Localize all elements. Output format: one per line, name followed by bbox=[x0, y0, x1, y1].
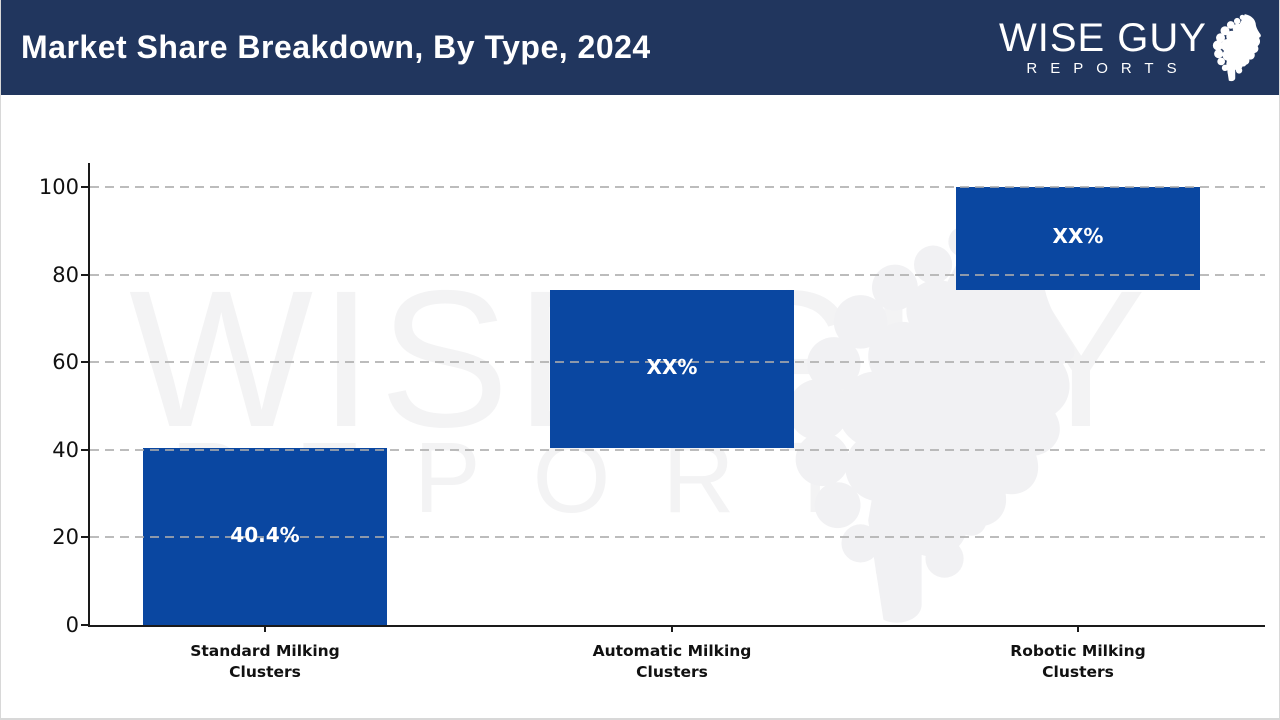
y-tick bbox=[81, 536, 89, 539]
x-category-label: Robotic Milking Clusters bbox=[1010, 642, 1146, 681]
x-tick bbox=[671, 625, 673, 632]
logo-brand-sub: REPORTS bbox=[1026, 60, 1190, 77]
bar-segment bbox=[550, 289, 794, 449]
bar-value-label: 40.4% bbox=[230, 522, 300, 547]
gridline bbox=[90, 536, 1265, 539]
y-tick-label: 60 bbox=[52, 350, 79, 375]
y-tick bbox=[81, 361, 89, 364]
logo-brand-name: WISE GUY bbox=[998, 16, 1207, 60]
wiseguy-logo-text: WISE GUY REPORTS bbox=[999, 18, 1207, 77]
x-category-label: Automatic Milking Clusters bbox=[592, 642, 752, 681]
wiseguy-logo: WISE GUY REPORTS bbox=[999, 6, 1273, 90]
gridline bbox=[90, 273, 1265, 276]
bar-value-label: XX% bbox=[646, 354, 698, 379]
y-tick-label: 100 bbox=[38, 175, 79, 199]
bar-value-label: XX% bbox=[1052, 224, 1104, 249]
x-axis-line bbox=[88, 625, 1265, 627]
y-tick bbox=[81, 448, 89, 451]
y-axis-line bbox=[88, 163, 90, 627]
x-tick bbox=[1077, 625, 1079, 632]
y-tick-label: 80 bbox=[52, 262, 79, 287]
wiseguy-head-icon bbox=[1209, 6, 1273, 90]
page-title: Market Share Breakdown, By Type, 2024 bbox=[21, 29, 651, 65]
x-tick bbox=[264, 625, 266, 632]
gridline bbox=[90, 448, 1265, 451]
y-tick bbox=[81, 624, 89, 626]
y-tick-label: 20 bbox=[52, 525, 79, 550]
x-category-label: Standard Milking Clusters bbox=[190, 642, 340, 681]
gridline bbox=[90, 186, 1265, 188]
gridline bbox=[90, 361, 1265, 364]
y-tick-label: 0 bbox=[65, 613, 79, 637]
y-tick bbox=[81, 186, 89, 188]
y-tick-label: 40 bbox=[52, 437, 79, 462]
header: Market Share Breakdown, By Type, 2024 WI… bbox=[1, 0, 1279, 95]
y-tick bbox=[81, 273, 89, 276]
